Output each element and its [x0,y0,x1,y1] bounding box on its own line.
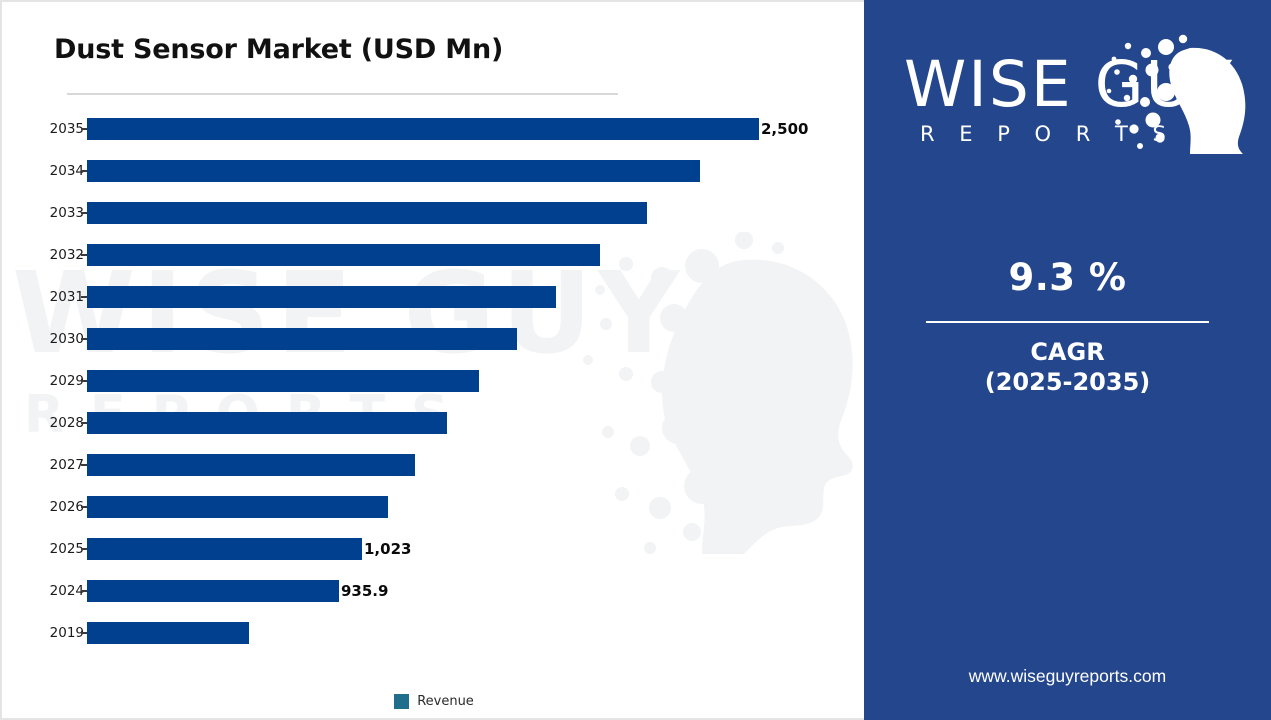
bar-2024[interactable] [87,580,339,602]
bar-row: 2031 [2,286,864,308]
y-axis-tick-mark [81,380,87,382]
bar-row: 2032 [2,244,864,266]
y-axis-tick-mark [81,128,87,130]
y-axis-tick-label: 2027 [49,457,84,473]
bar-2031[interactable] [87,286,556,308]
y-axis-tick-label: 2030 [49,331,84,347]
y-axis-tick-mark [81,632,87,634]
bar-2025[interactable] [87,538,362,560]
chart-legend: Revenue [2,694,864,709]
bar-2019[interactable] [87,622,249,644]
y-axis-tick-label: 2029 [49,373,84,389]
y-axis-tick-mark [81,506,87,508]
bar-value-label: 935.9 [341,582,389,600]
bar-value-label: 1,023 [364,540,412,558]
bar-row: 2030 [2,328,864,350]
bar-value-label: 2,500 [761,120,809,138]
wiseguyreports-logo: WISE GUY R E P O R T S [904,34,1249,154]
bar-2027[interactable] [87,454,415,476]
bar-chart-plot: 2035 2,500 2034 2033 2032 2031 2030 2029 2028 202… [2,110,864,655]
bar-row: 2025 1,023 [2,538,864,560]
logo-text-reports: R E P O R T S [920,122,1175,146]
brand-panel: WISE GUY R E P O R T S [864,0,1271,720]
y-axis-tick-label: 2035 [49,121,84,137]
y-axis-tick-mark [81,296,87,298]
cagr-caption-line1: CAGR [1030,337,1105,366]
page-title: Dust Sensor Market (USD Mn) [54,34,504,65]
y-axis-tick-mark [81,590,87,592]
bar-row: 2027 [2,454,864,476]
title-divider [67,93,618,95]
bar-2035[interactable] [87,118,759,140]
bar-2026[interactable] [87,496,388,518]
y-axis-tick-mark [81,212,87,214]
bar-row: 2019 [2,622,864,644]
bar-row: 2033 [2,202,864,224]
y-axis-tick-label: 2026 [49,499,84,515]
bar-2033[interactable] [87,202,647,224]
y-axis-tick-label: 2028 [49,415,84,431]
y-axis-tick-mark [81,548,87,550]
y-axis-tick-label: 2024 [49,583,84,599]
bar-row: 2029 [2,370,864,392]
legend-label-revenue: Revenue [417,694,474,709]
bar-row: 2035 2,500 [2,118,864,140]
cagr-block: 9.3 % CAGR (2025-2035) [864,256,1271,398]
bar-row: 2034 [2,160,864,182]
y-axis-tick-mark [81,170,87,172]
legend-swatch-revenue [394,694,410,709]
bar-row: 2024 935.9 [2,580,864,602]
cagr-divider [926,320,1209,323]
bar-2028[interactable] [87,412,447,434]
y-axis-tick-label: 2019 [49,625,84,641]
bar-2034[interactable] [87,160,700,182]
bar-row: 2028 [2,412,864,434]
y-axis-tick-label: 2034 [49,163,84,179]
bar-2032[interactable] [87,244,600,266]
bar-row: 2026 [2,496,864,518]
y-axis-tick-label: 2033 [49,205,84,221]
y-axis-tick-mark [81,254,87,256]
y-axis-tick-label: 2032 [49,247,84,263]
bar-2030[interactable] [87,328,517,350]
bar-2029[interactable] [87,370,479,392]
y-axis-tick-label: 2031 [49,289,84,305]
website-url: www.wiseguyreports.com [968,666,1167,686]
y-axis-tick-mark [81,422,87,424]
y-axis-tick-mark [81,338,87,340]
y-axis-tick-mark [81,464,87,466]
cagr-caption-line2: (2025-2035) [984,368,1151,397]
y-axis-tick-label: 2025 [49,541,84,557]
cagr-value: 9.3 % [1008,256,1127,299]
